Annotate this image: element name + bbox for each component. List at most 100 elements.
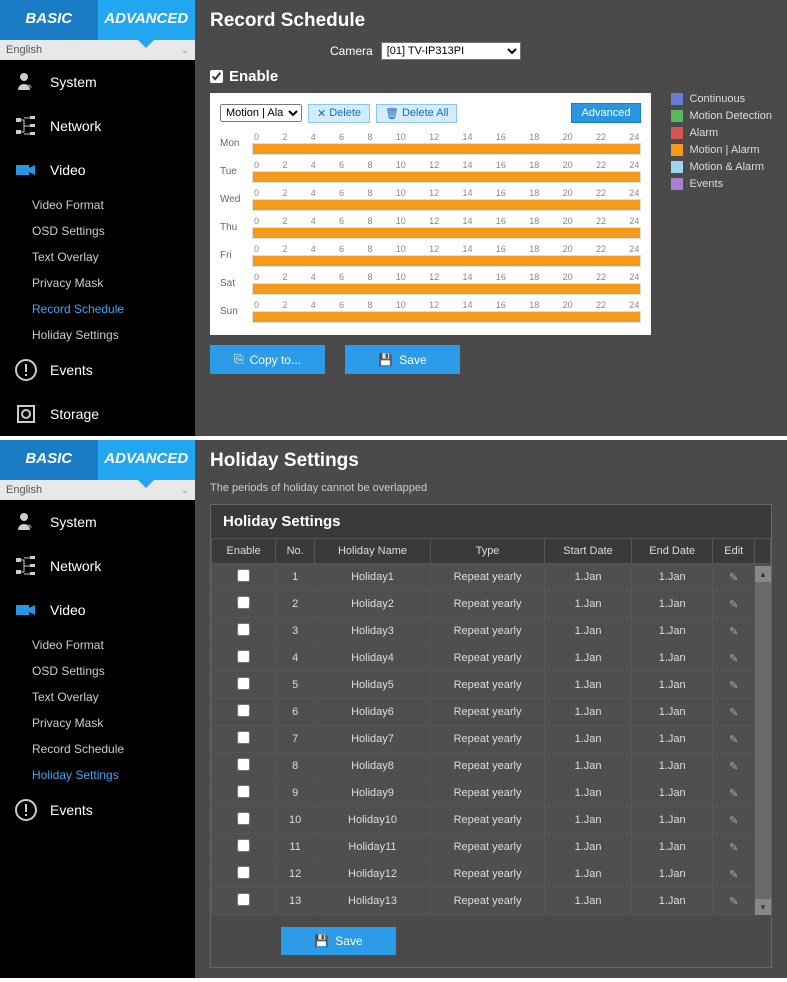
copy-to-button[interactable]: ⎘Copy to... [210,345,325,374]
language-select[interactable]: English ⌄ [0,480,195,500]
holiday-enable-checkbox[interactable] [237,677,250,690]
video-icon [12,598,40,622]
nav-system[interactable]: System [0,500,195,544]
edit-icon[interactable]: ✎ [729,815,738,827]
legend-swatch [671,178,683,190]
sub-record-schedule[interactable]: Record Schedule [0,296,195,322]
edit-icon[interactable]: ✎ [729,869,738,881]
tab-basic[interactable]: BASIC [0,0,98,40]
nav-storage[interactable]: Storage [0,392,195,436]
mode-select[interactable]: Motion | Alarm [220,104,302,122]
sub-holiday-settings[interactable]: Holiday Settings [0,762,195,788]
network-icon [12,554,40,578]
holiday-enable-checkbox[interactable] [237,623,250,636]
holiday-enable-checkbox[interactable] [237,866,250,879]
nav-events[interactable]: Events [0,348,195,392]
legend-swatch [671,161,683,173]
schedule-bar[interactable]: 024681012141618202224 [252,132,641,155]
language-select[interactable]: English ⌄ [0,40,195,60]
page-title: Holiday Settings [210,450,772,472]
holiday-enable-checkbox[interactable] [237,785,250,798]
advanced-button[interactable]: Advanced [571,103,642,123]
schedule-bar[interactable]: 024681012141618202224 [252,244,641,267]
table-row: 13Holiday13Repeat yearly1.Jan1.Jan✎ [212,888,771,915]
camera-select[interactable]: [01] TV-IP313PI [381,42,521,60]
delete-button[interactable]: ✕Delete [308,104,370,123]
holiday-enable-checkbox[interactable] [237,839,250,852]
edit-icon[interactable]: ✎ [729,572,738,584]
legend-item: Motion Detection [671,110,772,122]
table-scrollbar[interactable]: ▴ ▾ [755,566,771,915]
legend-item: Continuous [671,93,772,105]
edit-icon[interactable]: ✎ [729,626,738,638]
save-icon: 💾 [378,353,393,367]
holiday-enable-checkbox[interactable] [237,650,250,663]
nav-network[interactable]: Network [0,104,195,148]
sub-privacy-mask[interactable]: Privacy Mask [0,270,195,296]
nav-network[interactable]: Network [0,544,195,588]
page-subtitle: The periods of holiday cannot be overlap… [210,482,772,494]
legend-swatch [671,127,683,139]
edit-icon[interactable]: ✎ [729,896,738,908]
edit-icon[interactable]: ✎ [729,842,738,854]
nav-system[interactable]: System [0,60,195,104]
nav-video-label: Video [50,162,86,178]
nav-video[interactable]: Video [0,148,195,192]
day-label: Thu [220,222,252,233]
scroll-up-icon[interactable]: ▴ [755,566,771,582]
table-row: 9Holiday9Repeat yearly1.Jan1.Jan✎ [212,780,771,807]
nav-storage-label: Storage [50,406,99,422]
schedule-bar[interactable]: 024681012141618202224 [252,160,641,183]
day-label: Tue [220,166,252,177]
network-icon [12,114,40,138]
edit-icon[interactable]: ✎ [729,707,738,719]
schedule-bar[interactable]: 024681012141618202224 [252,300,641,323]
table-row: 12Holiday12Repeat yearly1.Jan1.Jan✎ [212,861,771,888]
holiday-enable-checkbox[interactable] [237,596,250,609]
tab-advanced[interactable]: ADVANCED [98,0,196,40]
scroll-down-icon[interactable]: ▾ [755,899,771,915]
nav-events[interactable]: Events [0,788,195,832]
tab-advanced[interactable]: ADVANCED [98,440,196,480]
language-label: English [6,484,42,496]
holiday-enable-checkbox[interactable] [237,704,250,717]
enable-checkbox[interactable] [210,70,223,83]
holiday-enable-checkbox[interactable] [237,893,250,906]
table-row: 8Holiday8Repeat yearly1.Jan1.Jan✎ [212,753,771,780]
edit-icon[interactable]: ✎ [729,761,738,773]
holiday-enable-checkbox[interactable] [237,569,250,582]
schedule-box: Motion | Alarm ✕Delete 🗑Delete All Advan… [210,93,651,335]
save-button[interactable]: 💾Save [345,345,460,374]
edit-icon[interactable]: ✎ [729,599,738,611]
table-header: No. [276,539,315,564]
sub-video-format[interactable]: Video Format [0,632,195,658]
sub-video-format[interactable]: Video Format [0,192,195,218]
legend-swatch [671,93,683,105]
holiday-enable-checkbox[interactable] [237,812,250,825]
holiday-enable-checkbox[interactable] [237,758,250,771]
sub-record-schedule[interactable]: Record Schedule [0,736,195,762]
tab-basic[interactable]: BASIC [0,440,98,480]
edit-icon[interactable]: ✎ [729,734,738,746]
schedule-bar[interactable]: 024681012141618202224 [252,216,641,239]
holiday-enable-checkbox[interactable] [237,731,250,744]
nav-network-label: Network [50,118,101,134]
table-header: Edit [713,539,755,564]
delete-all-button[interactable]: 🗑Delete All [376,104,457,123]
save-button[interactable]: 💾Save [281,927,396,955]
sub-osd-settings[interactable]: OSD Settings [0,658,195,684]
sub-osd-settings[interactable]: OSD Settings [0,218,195,244]
sub-text-overlay[interactable]: Text Overlay [0,684,195,710]
page-title: Record Schedule [210,10,772,32]
sub-text-overlay[interactable]: Text Overlay [0,244,195,270]
table-row: 2Holiday2Repeat yearly1.Jan1.Jan✎ [212,591,771,618]
schedule-bar[interactable]: 024681012141618202224 [252,188,641,211]
sub-holiday-settings[interactable]: Holiday Settings [0,322,195,348]
sub-privacy-mask[interactable]: Privacy Mask [0,710,195,736]
edit-icon[interactable]: ✎ [729,680,738,692]
day-label: Wed [220,194,252,205]
schedule-bar[interactable]: 024681012141618202224 [252,272,641,295]
nav-video[interactable]: Video [0,588,195,632]
edit-icon[interactable]: ✎ [729,788,738,800]
edit-icon[interactable]: ✎ [729,653,738,665]
